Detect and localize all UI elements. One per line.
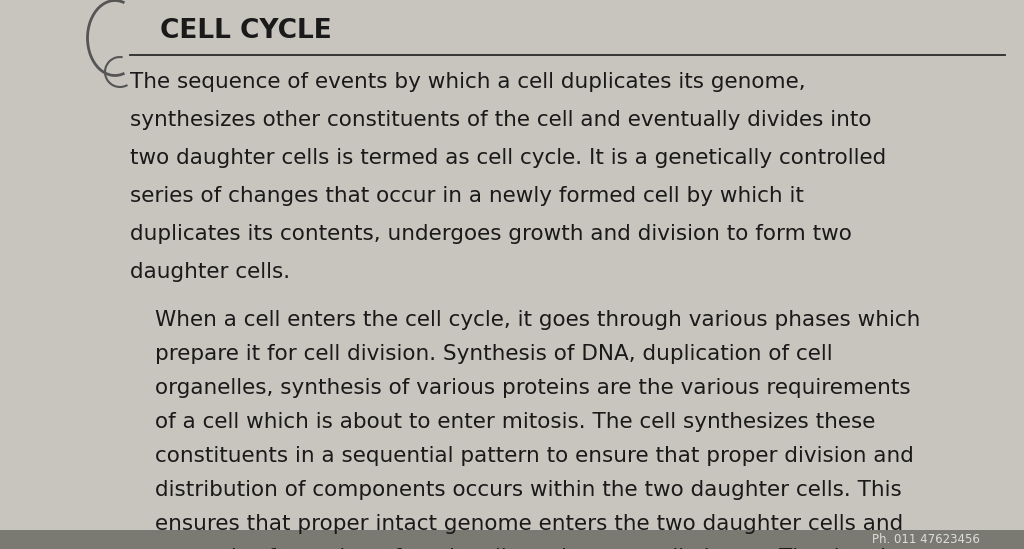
Text: series of changes that occur in a newly formed cell by which it: series of changes that occur in a newly … [130, 186, 804, 206]
Text: organelles, synthesis of various proteins are the various requirements: organelles, synthesis of various protein… [155, 378, 910, 398]
Text: constituents in a sequential pattern to ensure that proper division and: constituents in a sequential pattern to … [155, 446, 913, 466]
Text: distribution of components occurs within the two daughter cells. This: distribution of components occurs within… [155, 480, 902, 500]
Text: The sequence of events by which a cell duplicates its genome,: The sequence of events by which a cell d… [130, 72, 806, 92]
Text: daughter cells.: daughter cells. [130, 262, 290, 282]
Text: CELL CYCLE: CELL CYCLE [160, 18, 332, 44]
Text: ensures that proper intact genome enters the two daughter cells and: ensures that proper intact genome enters… [155, 514, 903, 534]
Bar [0, 530, 1024, 549]
Text: of a cell which is about to enter mitosis. The cell synthesizes these: of a cell which is about to enter mitosi… [155, 412, 876, 432]
Text: When a cell enters the cell cycle, it goes through various phases which: When a cell enters the cell cycle, it go… [155, 310, 921, 330]
Text: Ph. 011 47623456: Ph. 011 47623456 [872, 533, 980, 546]
Text: duplicates its contents, undergoes growth and division to form two: duplicates its contents, undergoes growt… [130, 224, 852, 244]
Text: synthesizes other constituents of the cell and eventually divides into: synthesizes other constituents of the ce… [130, 110, 871, 130]
Text: progenies formed are functionally and structurally intact. The daughter: progenies formed are functionally and st… [155, 548, 925, 549]
Text: prepare it for cell division. Synthesis of DNA, duplication of cell: prepare it for cell division. Synthesis … [155, 344, 833, 364]
Text: two daughter cells is termed as cell cycle. It is a genetically controlled: two daughter cells is termed as cell cyc… [130, 148, 886, 168]
